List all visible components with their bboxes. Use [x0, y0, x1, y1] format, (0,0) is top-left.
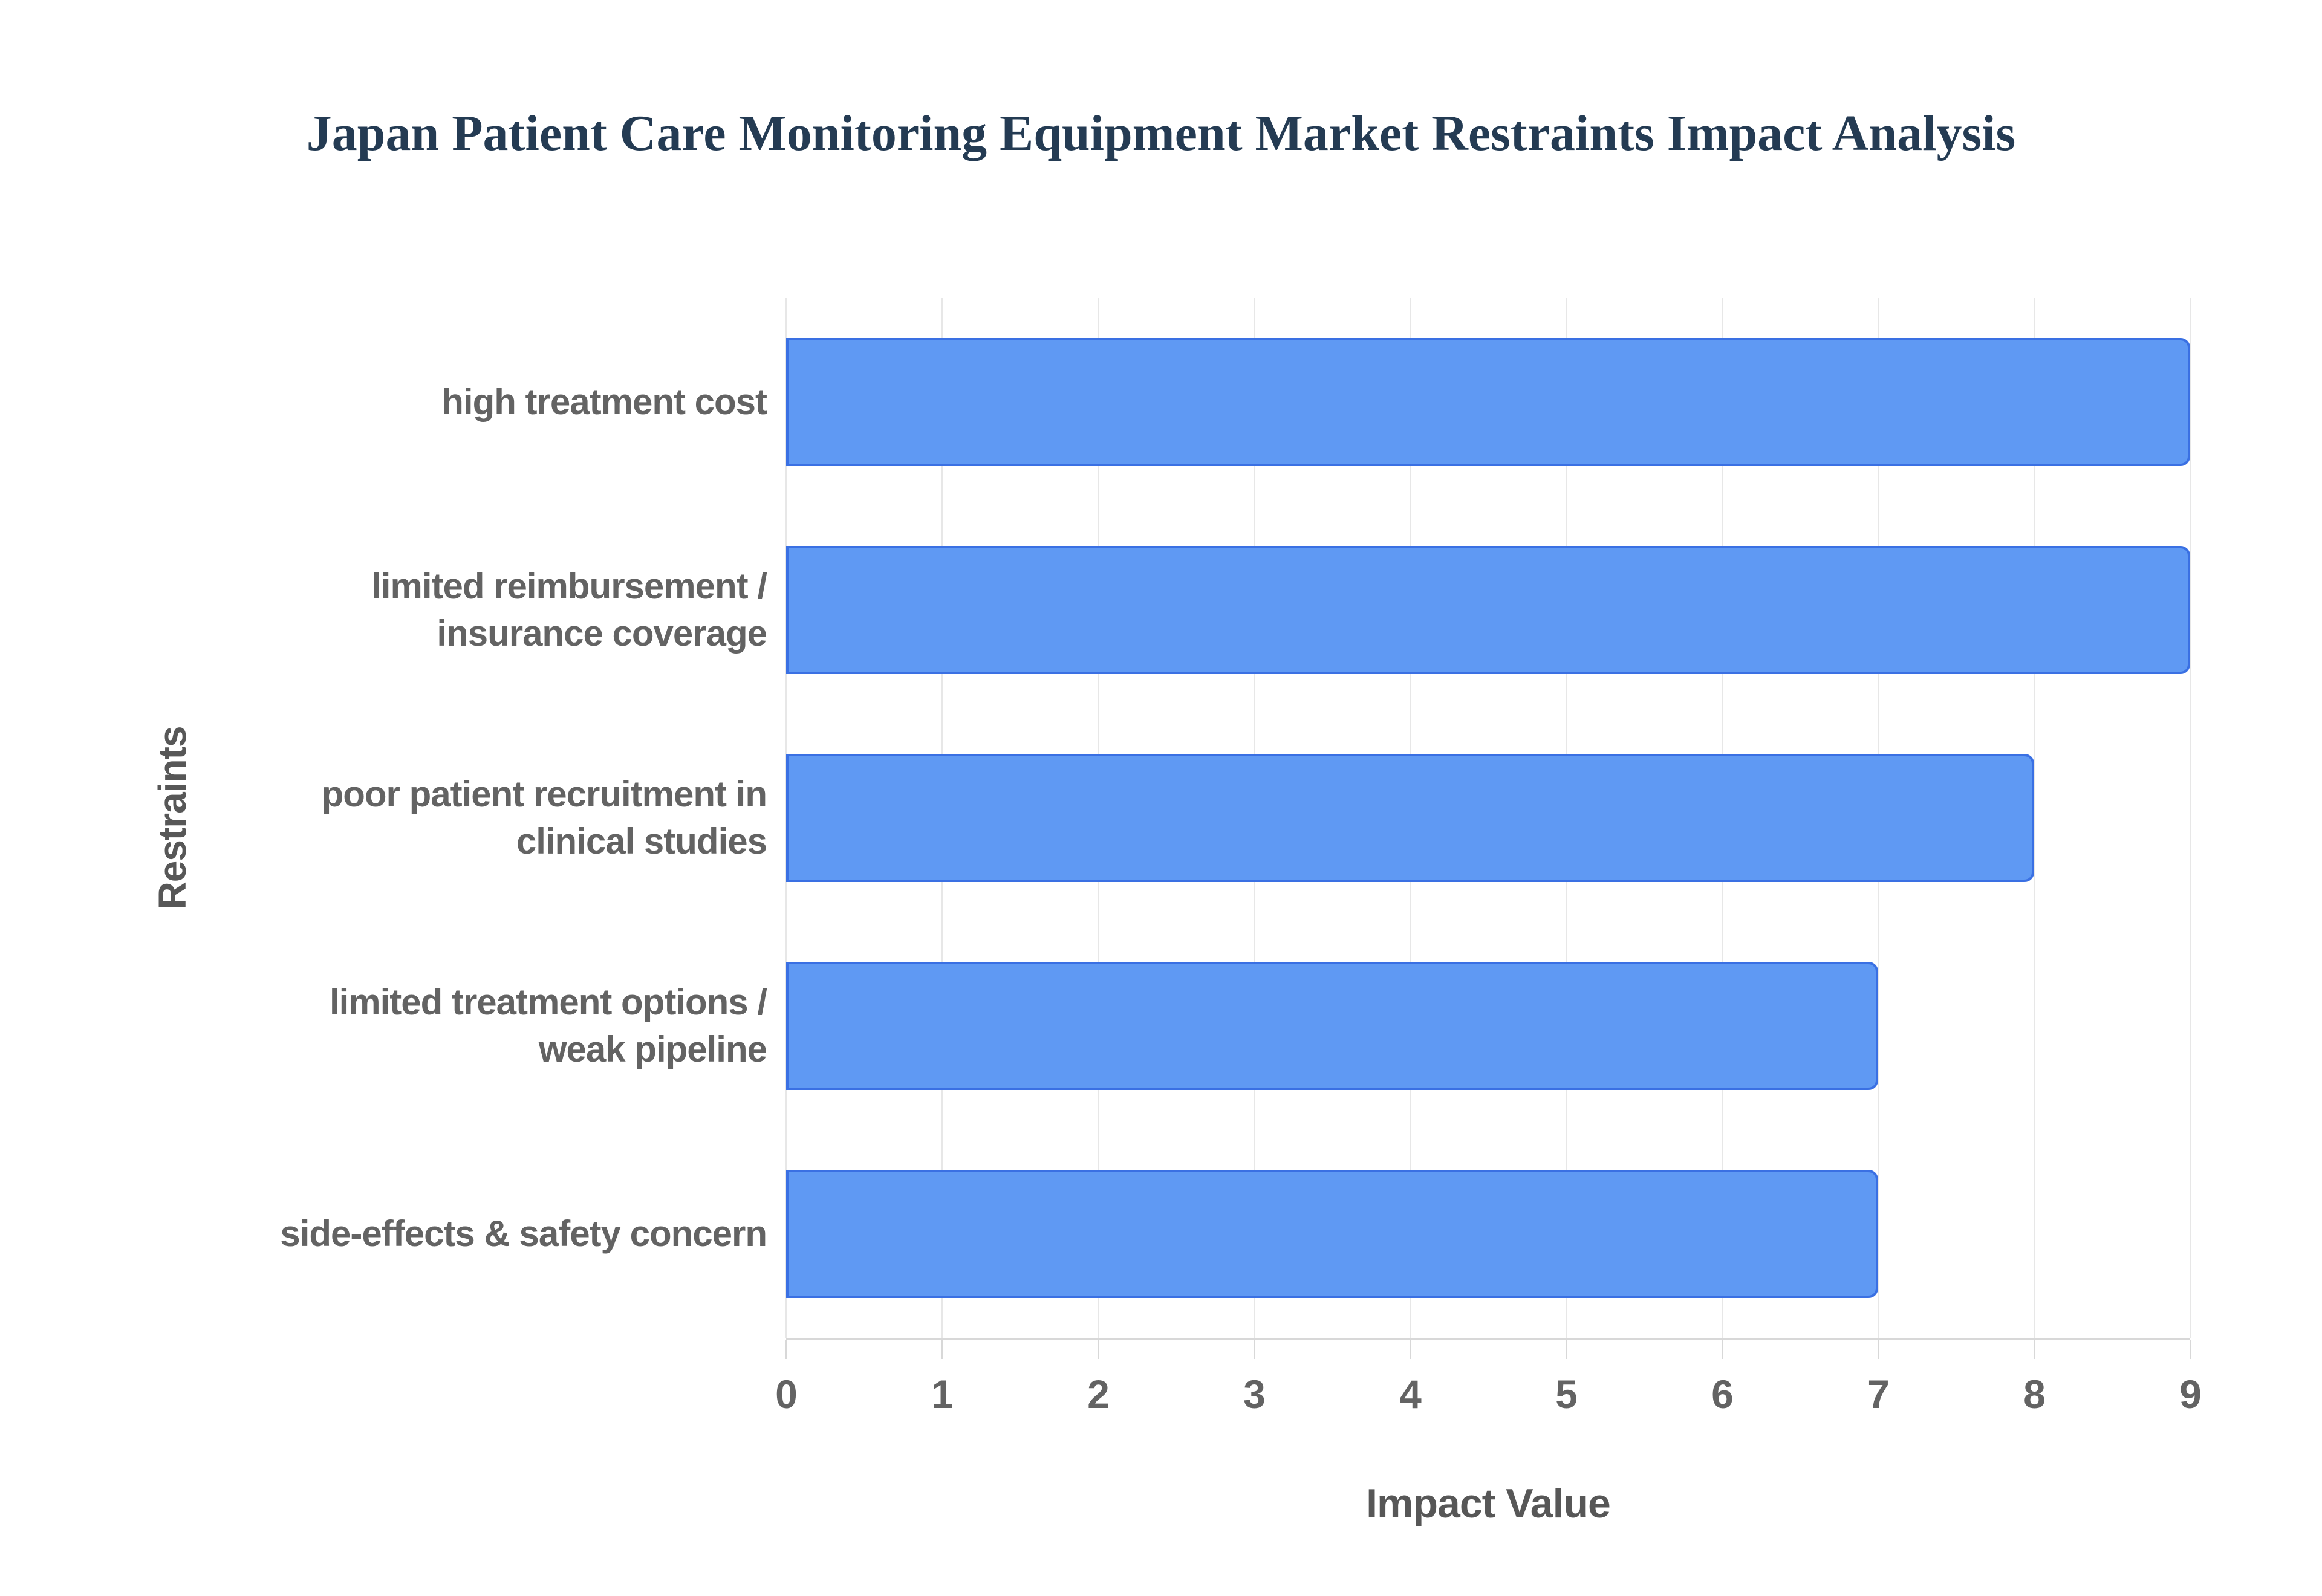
category-label-1: high treatment cost — [441, 381, 767, 422]
x-tick-label-8: 8 — [2023, 1372, 2046, 1416]
x-tick-label-1: 1 — [931, 1372, 954, 1416]
x-axis-title: Impact Value — [1366, 1481, 1611, 1526]
x-tick-mark-3 — [1254, 1340, 1255, 1359]
plot-area — [785, 298, 2191, 1338]
x-tick-mark-2 — [1098, 1340, 1099, 1359]
gridline-8 — [2034, 298, 2035, 1338]
x-tick-label-2: 2 — [1087, 1372, 1110, 1416]
bar-2[interactable] — [786, 546, 2190, 674]
category-label-4: limited treatment options / weak pipeline — [329, 982, 767, 1069]
bar-3[interactable] — [786, 754, 2034, 882]
x-tick-mark-7 — [1878, 1340, 1879, 1359]
chart-title: Japan Patient Care Monitoring Equipment … — [306, 105, 2016, 161]
x-tick-mark-4 — [1410, 1340, 1411, 1359]
x-tick-mark-0 — [785, 1340, 787, 1359]
x-tick-label-3: 3 — [1243, 1372, 1266, 1416]
x-tick-label-4: 4 — [1399, 1372, 1422, 1416]
x-tick-label-7: 7 — [1867, 1372, 1890, 1416]
bar-1[interactable] — [786, 338, 2190, 466]
x-tick-label-9: 9 — [2179, 1372, 2202, 1416]
x-tick-label-6: 6 — [1711, 1372, 1734, 1416]
bar-5[interactable] — [786, 1170, 1878, 1298]
x-tick-label-5: 5 — [1555, 1372, 1578, 1416]
x-tick-mark-1 — [941, 1340, 943, 1359]
x-tick-mark-5 — [1566, 1340, 1567, 1359]
x-axis-line — [786, 1338, 2190, 1340]
x-tick-label-0: 0 — [775, 1372, 798, 1416]
x-tick-mark-8 — [2034, 1340, 2035, 1359]
gridline-9 — [2190, 298, 2191, 1338]
category-label-2: limited reimbursement / insurance coverag… — [371, 566, 767, 654]
x-tick-mark-6 — [1722, 1340, 1723, 1359]
category-label-5: side-effects & safety concern — [280, 1213, 767, 1254]
category-label-3: poor patient recruitment in clinical stud… — [321, 774, 767, 861]
bar-4[interactable] — [786, 962, 1878, 1090]
y-axis-title: Restraints — [151, 726, 194, 910]
x-tick-mark-9 — [2190, 1340, 2191, 1359]
